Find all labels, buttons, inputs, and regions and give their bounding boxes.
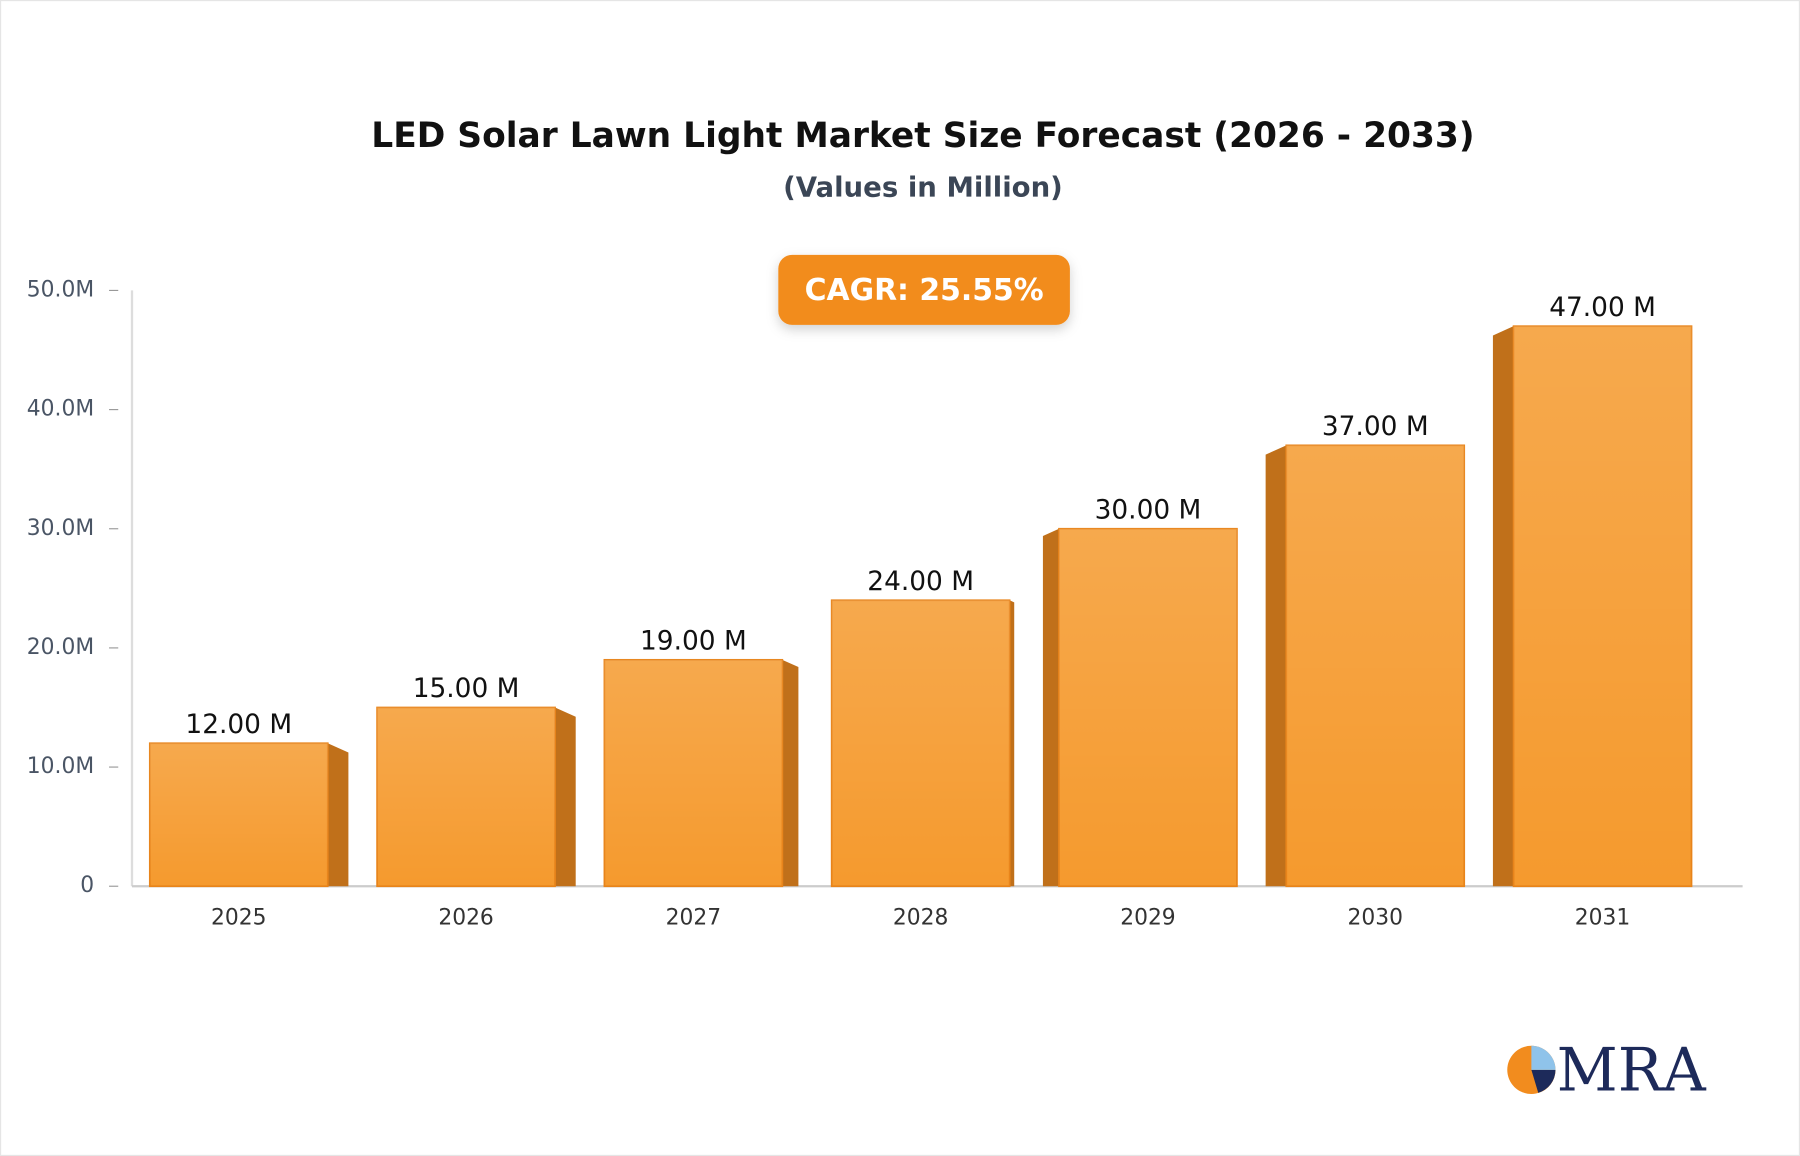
logo-slice (1531, 1045, 1556, 1070)
bar-shine (1513, 326, 1692, 887)
cagr-badge: CAGR: 25.55% (778, 254, 1070, 325)
bar-side (327, 743, 349, 887)
bar-shine (1058, 528, 1237, 887)
bar-side (1265, 445, 1287, 887)
y-tick-label: 10.0M (27, 754, 94, 779)
x-tick-label: 2029 (1120, 905, 1175, 930)
bar-side (1492, 326, 1514, 887)
value-label: 47.00 M (1549, 292, 1656, 323)
x-tick-label: 2027 (666, 905, 721, 930)
x-tick-label: 2026 (438, 905, 493, 930)
logo: MRA (1507, 1037, 1707, 1106)
bar-side (1009, 600, 1015, 887)
y-tick-label: 40.0M (27, 397, 94, 422)
x-tick-label: 2025 (211, 905, 266, 930)
value-label: 19.00 M (640, 625, 747, 656)
y-tick-label: 20.0M (27, 635, 94, 660)
bar-shine (149, 743, 328, 887)
x-tick-label: 2028 (893, 905, 948, 930)
bar-shine (1286, 445, 1465, 887)
value-label: 24.00 M (867, 566, 974, 597)
chart-title: LED Solar Lawn Light Market Size Forecas… (371, 116, 1474, 156)
logo-slice (1531, 1069, 1556, 1093)
value-label: 30.00 M (1095, 494, 1202, 525)
bar-side (782, 659, 799, 887)
y-tick-label: 0 (80, 873, 94, 898)
bar-shine (377, 707, 556, 887)
cagr-label: CAGR: 25.55% (805, 273, 1044, 308)
value-label: 37.00 M (1322, 411, 1429, 442)
x-tick-label: 2031 (1575, 905, 1630, 930)
logo-text: MRA (1557, 1037, 1707, 1106)
chart-subtitle: (Values in Million) (783, 171, 1063, 203)
bar-side (1042, 528, 1059, 887)
bar-shine (604, 659, 783, 887)
cagr-box (778, 254, 1070, 325)
value-label: 15.00 M (413, 673, 520, 704)
y-tick-label: 30.0M (27, 516, 94, 541)
bar-shine (831, 600, 1010, 887)
bar-side (555, 707, 576, 887)
x-tick-label: 2030 (1348, 905, 1403, 930)
value-label: 12.00 M (185, 709, 292, 740)
y-tick-label: 50.0M (27, 277, 94, 302)
